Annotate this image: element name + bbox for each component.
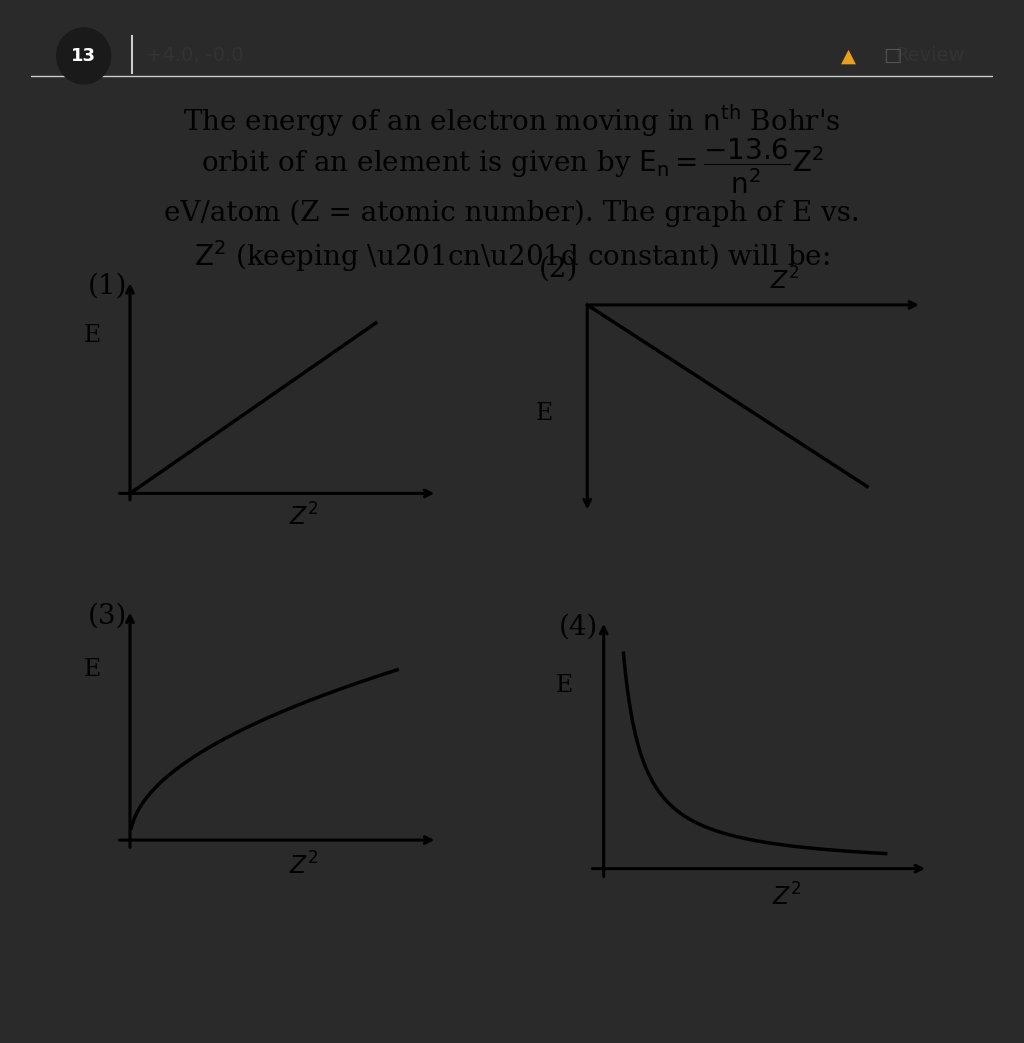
Text: (4): (4) xyxy=(559,614,598,640)
Text: E: E xyxy=(556,674,572,697)
Text: (3): (3) xyxy=(87,602,127,629)
Text: $Z^2$: $Z^2$ xyxy=(772,883,802,911)
Text: $Z^2$: $Z^2$ xyxy=(289,504,318,531)
Text: The energy of an electron moving in $\mathrm{n^{th}}$ Bohr's: The energy of an electron moving in $\ma… xyxy=(183,102,841,140)
Text: Review: Review xyxy=(895,46,965,66)
Text: (2): (2) xyxy=(539,256,578,283)
Text: E: E xyxy=(536,402,553,425)
Text: eV/atom (Z = atomic number). The graph of E vs.: eV/atom (Z = atomic number). The graph o… xyxy=(164,199,860,226)
Text: +4.0, -0.0: +4.0, -0.0 xyxy=(146,46,244,66)
Text: orbit of an element is given by $\mathrm{E_n=\dfrac{-13.6}{n^2}Z^2}$: orbit of an element is given by $\mathrm… xyxy=(201,137,823,196)
Text: E: E xyxy=(84,324,101,347)
Text: $Z^2$: $Z^2$ xyxy=(289,852,318,879)
Text: E: E xyxy=(84,658,101,681)
Text: $\mathrm{Z^2}$ (keeping \u201cn\u201d constant) will be:: $\mathrm{Z^2}$ (keeping \u201cn\u201d co… xyxy=(195,238,829,274)
Circle shape xyxy=(56,28,111,83)
Text: (1): (1) xyxy=(87,272,127,299)
Text: □: □ xyxy=(883,46,901,66)
Text: $Z^2$: $Z^2$ xyxy=(770,268,800,295)
Text: ▲: ▲ xyxy=(842,46,856,66)
Text: 13: 13 xyxy=(71,47,96,65)
